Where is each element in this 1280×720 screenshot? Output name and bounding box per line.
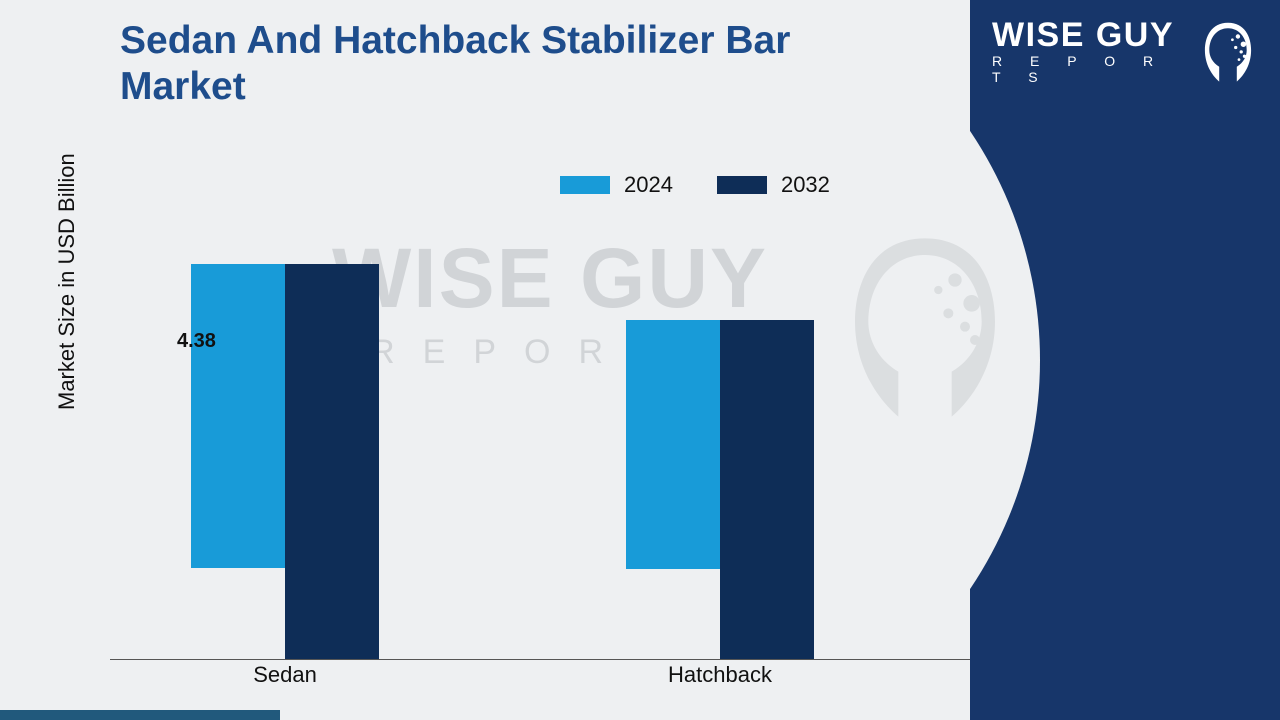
chart-title: Sedan And Hatchback Stabilizer Bar Marke… — [120, 18, 820, 110]
bars-container — [610, 320, 830, 659]
value-label: 4.38 — [177, 330, 216, 353]
plot-area: Sedan Hatchback 4.38 — [110, 210, 970, 660]
legend: 2024 2032 — [560, 172, 830, 198]
legend-item-2032: 2032 — [717, 172, 830, 198]
legend-swatch — [717, 176, 767, 194]
brand-logo: WISE GUY R E P O R T S — [992, 16, 1252, 87]
legend-swatch — [560, 176, 610, 194]
brand-head-icon — [1200, 20, 1256, 86]
bar-2032 — [720, 320, 814, 659]
bar-2032 — [285, 264, 379, 659]
legend-item-2024: 2024 — [560, 172, 673, 198]
brand-line1: WISE GUY — [992, 16, 1196, 55]
legend-label: 2024 — [624, 172, 673, 198]
category-label: Sedan — [175, 662, 395, 688]
bottom-accent — [0, 710, 280, 720]
brand-line2: R E P O R T S — [992, 53, 1196, 85]
legend-label: 2032 — [781, 172, 830, 198]
bar-group-hatchback: Hatchback — [610, 210, 830, 660]
chart-stage: WISE GUY REPORTS Sedan And Hatchback Sta… — [0, 0, 1280, 720]
y-axis-label: Market Size in USD Billion — [54, 153, 80, 410]
bar-2024 — [191, 264, 285, 567]
bars-container — [175, 264, 395, 659]
bar-2024 — [626, 320, 720, 569]
category-label: Hatchback — [610, 662, 830, 688]
bar-group-sedan: Sedan — [175, 210, 395, 660]
